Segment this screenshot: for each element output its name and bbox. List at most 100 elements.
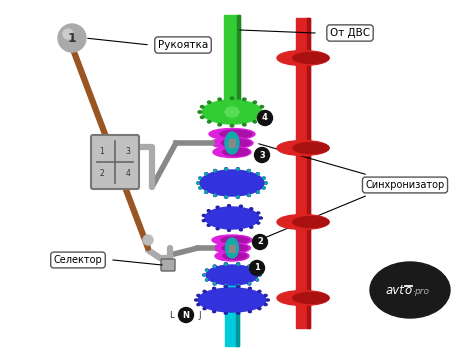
Ellipse shape [237,264,239,265]
Ellipse shape [223,148,249,156]
Ellipse shape [264,294,267,296]
Text: 2: 2 [100,169,104,178]
Ellipse shape [277,291,329,305]
Ellipse shape [203,308,206,310]
Ellipse shape [205,173,207,175]
Ellipse shape [225,264,227,265]
Ellipse shape [260,116,264,118]
Ellipse shape [237,168,239,170]
Ellipse shape [248,265,251,267]
Ellipse shape [225,285,227,287]
Ellipse shape [213,283,216,285]
Ellipse shape [277,140,329,156]
Ellipse shape [257,191,259,193]
Ellipse shape [223,252,247,260]
Ellipse shape [248,310,251,313]
Ellipse shape [293,292,329,304]
Bar [229,139,235,147]
Ellipse shape [257,173,259,175]
Ellipse shape [199,187,202,189]
Ellipse shape [211,138,253,148]
Ellipse shape [248,287,251,290]
Ellipse shape [205,207,259,229]
Ellipse shape [198,111,201,113]
Ellipse shape [214,266,216,268]
Ellipse shape [248,194,250,196]
Ellipse shape [201,105,204,108]
Ellipse shape [199,187,201,189]
Ellipse shape [258,308,261,310]
Text: Рукоятка: Рукоятка [158,40,208,50]
FancyBboxPatch shape [91,135,139,189]
Ellipse shape [221,139,251,147]
Bar [224,15,240,110]
Ellipse shape [247,169,250,171]
Text: avt: avt [385,283,404,296]
Ellipse shape [258,290,261,292]
Ellipse shape [248,266,250,268]
Ellipse shape [262,177,265,179]
Ellipse shape [214,195,217,196]
Ellipse shape [214,170,216,172]
Bar [229,245,235,252]
Ellipse shape [202,219,205,222]
Ellipse shape [259,217,262,219]
Circle shape [58,24,86,52]
Ellipse shape [205,269,209,271]
Ellipse shape [237,168,239,170]
Ellipse shape [258,274,261,276]
Ellipse shape [237,312,240,314]
Ellipse shape [230,125,234,127]
Ellipse shape [209,129,255,139]
Ellipse shape [203,290,206,292]
Ellipse shape [256,173,259,175]
Ellipse shape [225,107,239,117]
Ellipse shape [293,217,329,227]
Circle shape [63,29,73,39]
Ellipse shape [207,224,210,226]
Ellipse shape [224,263,228,265]
Ellipse shape [205,279,209,281]
Text: 3: 3 [259,151,265,160]
Ellipse shape [265,182,267,184]
Ellipse shape [230,97,234,100]
Circle shape [257,110,273,126]
Circle shape [255,148,270,162]
Ellipse shape [212,235,252,245]
Text: 1: 1 [68,31,76,44]
Circle shape [179,308,193,322]
Ellipse shape [202,100,262,124]
Ellipse shape [195,299,198,301]
Ellipse shape [206,279,208,280]
Bar [237,15,240,110]
Ellipse shape [197,304,200,306]
Ellipse shape [248,283,250,284]
Text: От ДВС: От ДВС [330,28,370,38]
Ellipse shape [250,208,253,210]
Ellipse shape [203,274,206,276]
Ellipse shape [277,51,329,65]
Ellipse shape [218,98,221,100]
Ellipse shape [225,168,228,170]
Ellipse shape [225,132,239,154]
Ellipse shape [248,283,251,285]
Ellipse shape [208,121,211,123]
Ellipse shape [237,286,240,288]
Ellipse shape [224,312,228,314]
Ellipse shape [263,187,265,189]
Ellipse shape [256,279,258,280]
Ellipse shape [205,191,207,193]
Ellipse shape [225,168,228,170]
Ellipse shape [198,288,266,312]
Ellipse shape [215,251,249,261]
Ellipse shape [293,52,329,64]
Text: Селектор: Селектор [54,255,102,265]
Ellipse shape [205,173,208,175]
Bar [236,278,239,346]
FancyBboxPatch shape [161,259,175,271]
Ellipse shape [197,294,200,296]
Ellipse shape [248,170,250,172]
Ellipse shape [214,283,216,284]
Ellipse shape [225,196,228,198]
Ellipse shape [213,310,216,313]
